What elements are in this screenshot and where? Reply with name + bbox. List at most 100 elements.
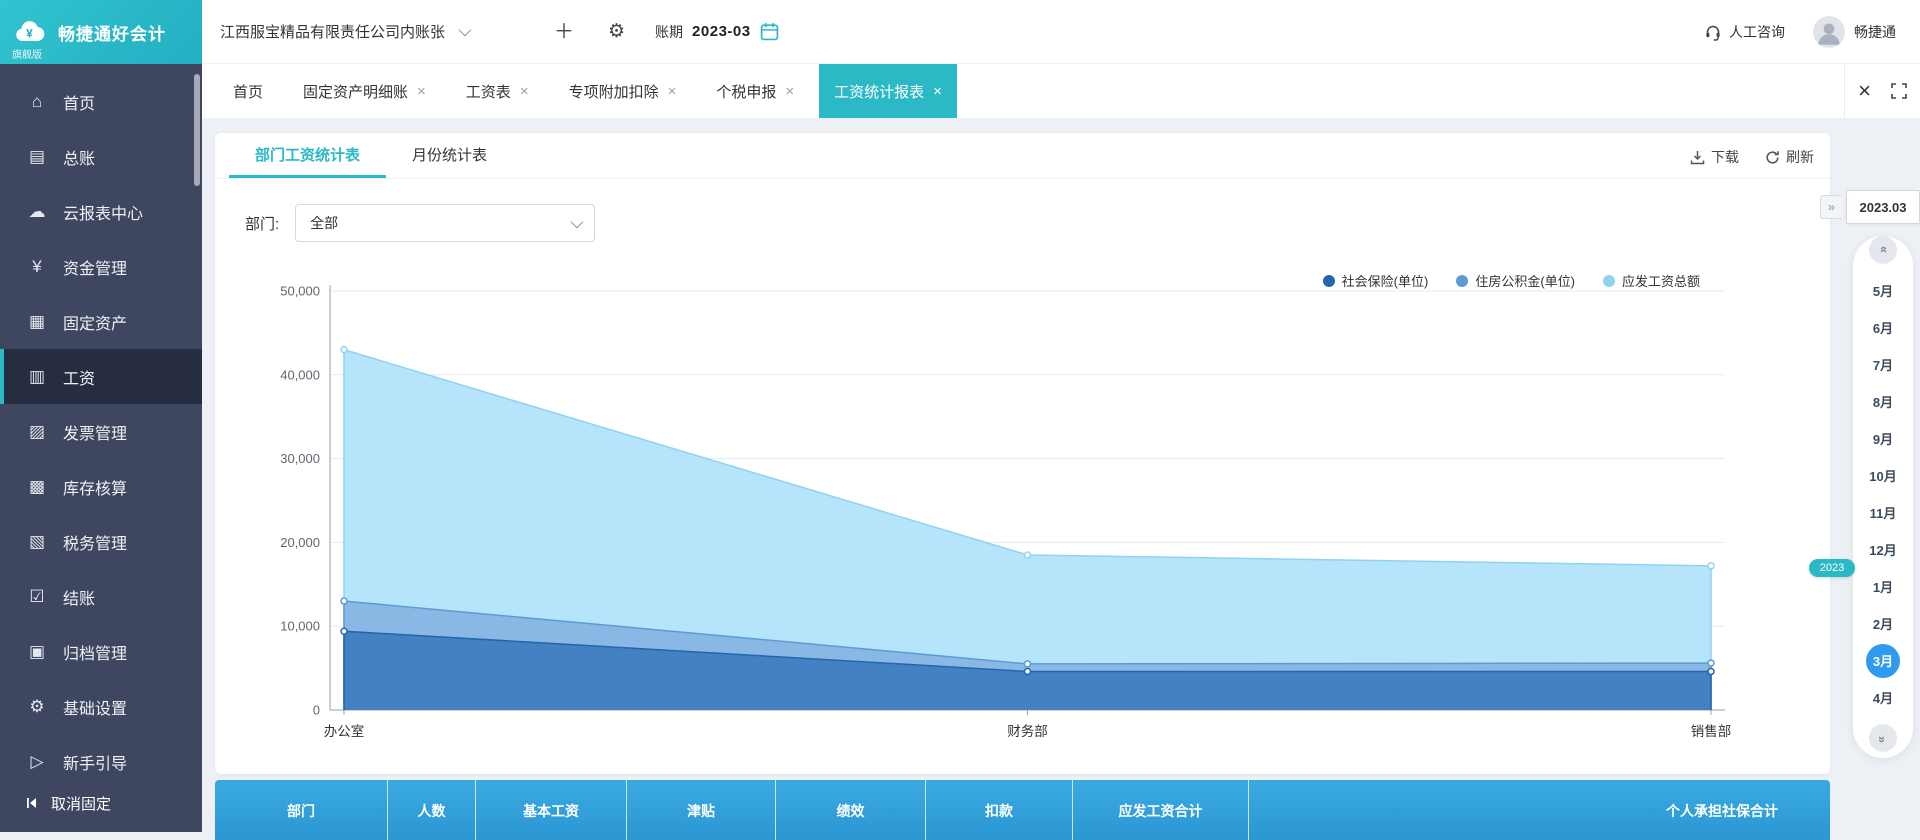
- ledger-icon: ▤: [26, 147, 48, 167]
- unpin-label: 取消固定: [51, 793, 111, 814]
- current-period[interactable]: 2023.03: [1846, 190, 1920, 224]
- collapse-panel-icon[interactable]: »: [1820, 195, 1842, 219]
- legend-item[interactable]: 应发工资总额: [1603, 271, 1700, 290]
- svg-text:50,000: 50,000: [280, 284, 320, 299]
- sidebar-item-closing[interactable]: ☑ 结账: [0, 569, 202, 624]
- tab-item[interactable]: 工资统计报表×: [819, 64, 957, 118]
- month-item[interactable]: 1月: [1853, 568, 1913, 605]
- home-icon: ⌂: [26, 92, 48, 112]
- month-item[interactable]: 8月: [1853, 383, 1913, 420]
- sidebar-item-archive[interactable]: ▣归档管理: [0, 624, 202, 679]
- unpin-icon: [24, 795, 40, 811]
- table-column-header: 人数: [388, 780, 476, 840]
- download-label: 下载: [1711, 147, 1739, 167]
- sidebar-item-inventory[interactable]: ▩库存核算: [0, 459, 202, 514]
- legend-item[interactable]: 社会保险(单位): [1323, 271, 1429, 290]
- open-tabs: 首页固定资产明细账×工资表×专项附加扣除×个税申报×工资统计报表×: [202, 64, 957, 118]
- close-tab-icon[interactable]: ×: [520, 84, 529, 99]
- sidebar-item-settings[interactable]: ⚙基础设置: [0, 679, 202, 734]
- legend-item[interactable]: 住房公积金(单位): [1456, 271, 1575, 290]
- tab-item[interactable]: 工资表 ×: [451, 64, 544, 118]
- tab-label: 工资表: [466, 81, 511, 102]
- invoice-icon: ▨: [26, 422, 48, 442]
- avatar[interactable]: [1813, 16, 1845, 48]
- month-item[interactable]: 9月: [1853, 420, 1913, 457]
- sidebar-scrollbar[interactable]: [194, 74, 200, 186]
- funds-icon: ¥: [26, 257, 48, 277]
- svg-text:40,000: 40,000: [280, 367, 320, 382]
- chart-legend: 社会保险(单位) 住房公积金(单位) 应发工资总额: [1323, 271, 1700, 290]
- sidebar-item-label: 基础设置: [63, 695, 127, 719]
- sidebar-item-tax[interactable]: ▧税务管理: [0, 514, 202, 569]
- month-item[interactable]: 3月: [1866, 644, 1900, 678]
- sidebar-item-funds[interactable]: ¥资金管理: [0, 239, 202, 294]
- close-icon[interactable]: ×: [1858, 80, 1871, 102]
- table-column-header: 基本工资: [476, 780, 627, 840]
- month-item[interactable]: 2月: [1853, 605, 1913, 642]
- sidebar-item-cloud-reports[interactable]: ☁云报表中心: [0, 184, 202, 239]
- tab-item[interactable]: 首页: [218, 64, 278, 118]
- app-title: 畅捷通好会计: [58, 20, 166, 45]
- sidebar-item-salary[interactable]: ▥工资: [0, 349, 202, 404]
- sidebar-item-label: 工资: [63, 365, 95, 389]
- add-account-set-button[interactable]: ＋: [554, 22, 574, 42]
- svg-text:20,000: 20,000: [280, 535, 320, 550]
- period-value[interactable]: 2023-03: [692, 23, 751, 40]
- sidebar-item-home[interactable]: ⌂首页: [0, 74, 202, 129]
- subtab-item[interactable]: 部门工资统计表: [229, 133, 386, 178]
- scroll-up-icon[interactable]: »: [1869, 236, 1897, 264]
- app-logo: ¥ 畅捷通好会计 旗舰版: [0, 0, 202, 64]
- table-column-header: 应发工资合计: [1073, 780, 1249, 840]
- sidebar-item-label: 结账: [63, 585, 95, 609]
- year-badge: 2023: [1809, 559, 1855, 577]
- svg-text:10,000: 10,000: [280, 619, 320, 634]
- sidebar: ⌂首页 ▤ 总账 ☁云报表中心¥资金管理▦固定资产▥工资▨发票管理▩库存核算▧税务管理…: [0, 64, 202, 832]
- svg-text:0: 0: [313, 703, 320, 718]
- support-link[interactable]: 人工咨询: [1704, 22, 1785, 42]
- report-subtabs: 部门工资统计表月份统计表: [215, 133, 1830, 179]
- fullscreen-icon[interactable]: [1891, 83, 1907, 99]
- sidebar-item-general-ledger[interactable]: ▤ 总账: [0, 129, 202, 184]
- sidebar-item-label: 固定资产: [63, 310, 127, 334]
- month-item[interactable]: 5月: [1853, 272, 1913, 309]
- sidebar-item-invoice[interactable]: ▨发票管理: [0, 404, 202, 459]
- refresh-button[interactable]: 刷新: [1765, 147, 1814, 167]
- month-item[interactable]: 4月: [1853, 679, 1913, 716]
- inventory-icon: ▩: [26, 477, 48, 497]
- tab-item[interactable]: 专项附加扣除×: [554, 64, 692, 118]
- username[interactable]: 畅捷通: [1854, 22, 1896, 42]
- month-item[interactable]: 12月: [1853, 531, 1913, 568]
- table-column-header: 部门: [215, 780, 388, 840]
- settings-gear-icon[interactable]: ⚙: [608, 22, 625, 41]
- unpin-sidebar-button[interactable]: 取消固定: [0, 774, 202, 832]
- month-item[interactable]: 10月: [1853, 457, 1913, 494]
- close-tab-icon[interactable]: ×: [417, 84, 426, 99]
- headset-icon: [1704, 23, 1722, 41]
- table-column-header: 个人承担社保合计: [1249, 780, 1830, 840]
- company-selector[interactable]: 江西服宝精品有限责任公司内账张: [220, 21, 520, 42]
- scroll-down-icon[interactable]: »: [1869, 724, 1897, 752]
- sidebar-item-label: 总账: [63, 145, 95, 169]
- month-item[interactable]: 6月: [1853, 309, 1913, 346]
- user-icon: [1813, 16, 1845, 48]
- refresh-label: 刷新: [1786, 147, 1814, 167]
- closing-icon: ☑: [26, 587, 48, 607]
- tab-item[interactable]: 固定资产明细账 ×: [288, 64, 441, 118]
- calendar-icon[interactable]: [760, 22, 779, 41]
- subtab-item[interactable]: 月份统计表: [386, 133, 513, 178]
- month-item[interactable]: 7月: [1853, 346, 1913, 383]
- close-tab-icon[interactable]: ×: [785, 84, 794, 99]
- close-tab-icon[interactable]: ×: [668, 84, 677, 99]
- close-tab-icon[interactable]: ×: [933, 84, 942, 99]
- sidebar-item-fixed-assets[interactable]: ▦固定资产: [0, 294, 202, 349]
- tab-label: 个税申报: [716, 81, 776, 102]
- month-item[interactable]: 11月: [1853, 494, 1913, 531]
- tab-label: 固定资产明细账: [303, 81, 408, 102]
- department-filter-label: 部门:: [245, 213, 279, 234]
- department-select[interactable]: 全部: [295, 204, 595, 242]
- tab-item[interactable]: 个税申报 ×: [701, 64, 809, 118]
- download-button[interactable]: 下载: [1690, 147, 1739, 167]
- table-column-header: 扣款: [926, 780, 1073, 840]
